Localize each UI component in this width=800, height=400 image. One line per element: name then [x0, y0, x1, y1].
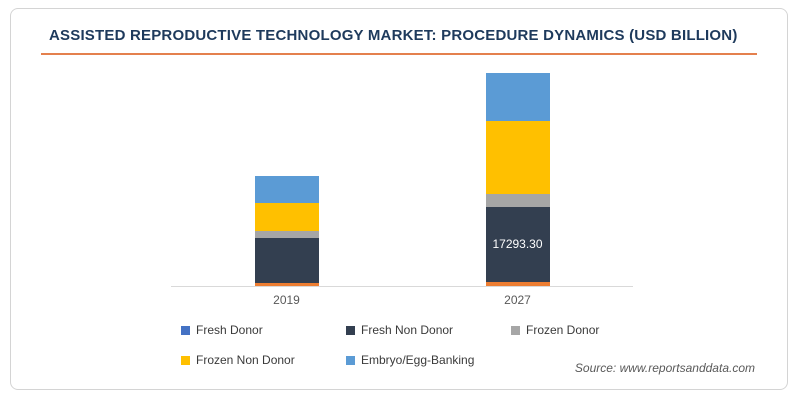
legend-swatch — [511, 325, 520, 335]
bar-segment-frozen-donor-2019 — [254, 230, 319, 238]
bar-segment-frozen-donor-2027 — [485, 193, 550, 207]
bars-container: 17293.30 — [171, 73, 633, 287]
bar-segment-frozen-non-donor-2027 — [485, 120, 550, 194]
legend: Fresh Donor Fresh Non Donor Frozen Donor Fr… — [181, 323, 787, 367]
bar-segment-embryo-egg-banking-2019 — [254, 176, 319, 204]
legend-label: Frozen Non Donor — [196, 353, 295, 367]
bar-segment-fresh-donor-2027 — [485, 281, 550, 286]
legend-item-frozen-non-donor: Frozen Non Donor — [181, 353, 346, 367]
legend-swatch — [346, 355, 355, 365]
bar-segment-fresh-non-donor-2027: 17293.30 — [485, 206, 550, 282]
legend-item-frozen-donor: Frozen Donor — [511, 323, 686, 337]
bar-segment-frozen-non-donor-2019 — [254, 203, 319, 231]
bar-segment-fresh-non-donor-2019 — [254, 237, 319, 283]
legend-item-fresh-non-donor: Fresh Non Donor — [346, 323, 511, 337]
legend-label: Fresh Non Donor — [361, 323, 454, 337]
legend-item-embryo-egg-banking: Embryo/Egg-Banking — [346, 353, 511, 367]
chart-title: ASSISTED REPRODUCTIVE TECHNOLOGY MARKET:… — [49, 27, 738, 44]
plot-area: 17293.30 2019 2027 — [171, 73, 633, 307]
legend-label: Frozen Donor — [526, 323, 600, 337]
legend-swatch — [181, 325, 190, 335]
legend-label: Embryo/Egg-Banking — [361, 353, 475, 367]
x-axis-tick-label-2019: 2019 — [273, 293, 300, 307]
bar-data-label: 17293.30 — [492, 237, 543, 252]
bar-segment-fresh-donor-2019 — [254, 282, 319, 286]
legend-swatch — [346, 325, 355, 335]
x-axis-labels: 2019 2027 — [171, 293, 633, 307]
legend-swatch — [181, 355, 190, 365]
legend-item-fresh-donor: Fresh Donor — [181, 323, 346, 337]
title-underline — [41, 53, 757, 55]
bar-segment-embryo-egg-banking-2027 — [485, 73, 550, 121]
stacked-bar-2019 — [254, 176, 319, 286]
source-attribution: Source: www.reportsanddata.com — [574, 361, 755, 375]
x-axis-tick-label-2027: 2027 — [504, 293, 531, 307]
stacked-bar-2027: 17293.30 — [485, 73, 550, 286]
chart-card: ASSISTED REPRODUCTIVE TECHNOLOGY MARKET:… — [10, 8, 788, 390]
legend-label: Fresh Donor — [196, 323, 263, 337]
